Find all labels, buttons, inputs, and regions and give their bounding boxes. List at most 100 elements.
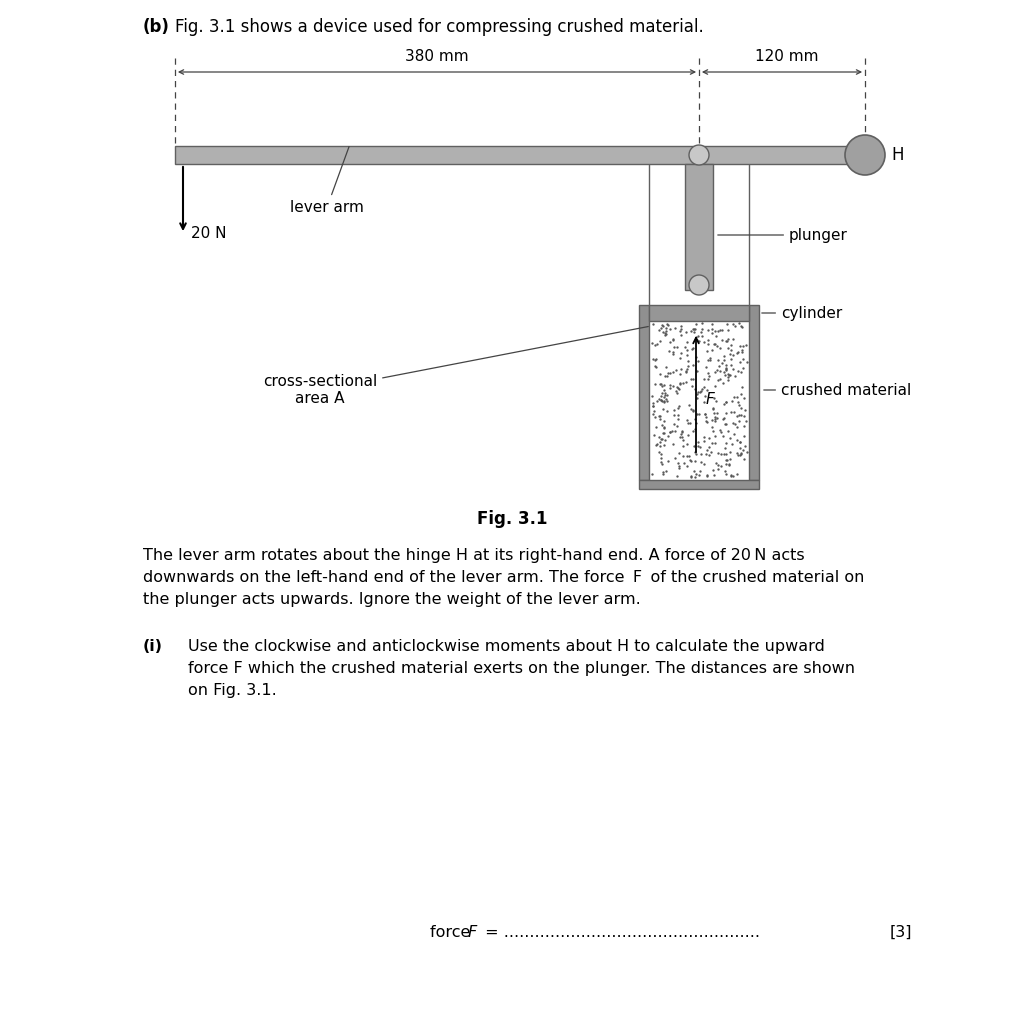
- Point: [686, 438, 702, 454]
- Point: [676, 454, 692, 471]
- Point: [706, 390, 722, 407]
- Point: [699, 371, 716, 387]
- Point: [718, 362, 734, 378]
- Point: [651, 376, 668, 392]
- Point: [718, 393, 734, 410]
- Point: [647, 409, 664, 425]
- Point: [663, 424, 679, 440]
- Point: [678, 364, 694, 380]
- Point: [718, 361, 734, 377]
- Point: [731, 338, 748, 355]
- Point: [698, 441, 715, 458]
- Point: [647, 336, 664, 353]
- Point: [662, 343, 678, 360]
- Point: [718, 333, 734, 350]
- Point: [696, 334, 713, 351]
- Point: [731, 407, 748, 423]
- Point: [675, 375, 691, 391]
- Point: [696, 429, 713, 445]
- Text: F: F: [706, 391, 715, 407]
- Point: [722, 430, 738, 446]
- Point: [652, 431, 669, 447]
- Point: [723, 404, 739, 420]
- Text: the plunger acts upwards. Ignore the weight of the lever arm.: the plunger acts upwards. Ignore the wei…: [143, 592, 641, 607]
- Point: [710, 461, 726, 477]
- Point: [729, 363, 745, 379]
- Point: [728, 466, 744, 482]
- Point: [679, 435, 695, 451]
- Point: [710, 444, 726, 461]
- Point: [657, 463, 674, 479]
- Point: [658, 316, 675, 332]
- Point: [655, 381, 672, 397]
- Text: downwards on the left-hand end of the lever arm. The force  F  of the crushed ma: downwards on the left-hand end of the le…: [143, 570, 864, 585]
- Point: [735, 451, 752, 468]
- Point: [731, 440, 748, 457]
- Point: [681, 448, 697, 465]
- Point: [703, 316, 720, 332]
- Point: [652, 332, 669, 348]
- Bar: [649, 305, 749, 321]
- Point: [685, 357, 701, 373]
- Point: [673, 362, 689, 378]
- Point: [719, 451, 735, 468]
- Text: Fig. 3.1 shows a device used for compressing crushed material.: Fig. 3.1 shows a device used for compres…: [175, 18, 703, 36]
- Text: crushed material: crushed material: [764, 382, 911, 397]
- Point: [726, 404, 742, 420]
- Point: [736, 428, 753, 444]
- Point: [721, 457, 737, 473]
- Point: [662, 379, 678, 395]
- Point: [645, 316, 662, 332]
- Point: [645, 351, 662, 367]
- Point: [654, 431, 671, 447]
- Point: [731, 413, 748, 429]
- Point: [694, 381, 711, 397]
- Point: [673, 327, 689, 343]
- Circle shape: [689, 145, 709, 165]
- Point: [700, 430, 717, 446]
- Point: [659, 317, 676, 333]
- Point: [731, 396, 748, 413]
- Point: [688, 385, 705, 401]
- Point: [719, 333, 735, 350]
- Point: [716, 364, 732, 380]
- Point: [715, 321, 731, 337]
- Point: [654, 317, 671, 333]
- Point: [729, 419, 745, 435]
- Point: [697, 359, 714, 375]
- Point: [733, 400, 750, 417]
- Point: [666, 416, 682, 432]
- Point: [721, 367, 737, 383]
- Point: [721, 455, 737, 472]
- Point: [720, 322, 736, 338]
- Point: [717, 416, 733, 432]
- Point: [705, 422, 721, 438]
- Point: [647, 352, 664, 368]
- Point: [651, 322, 668, 338]
- Point: [703, 419, 720, 435]
- Point: [668, 382, 684, 398]
- Point: [658, 391, 675, 408]
- Point: [717, 440, 733, 457]
- Point: [723, 358, 739, 374]
- Point: [732, 434, 749, 450]
- Point: [657, 368, 674, 384]
- Point: [679, 448, 695, 465]
- Point: [738, 413, 755, 429]
- Point: [735, 338, 752, 355]
- Text: [3]: [3]: [890, 925, 912, 940]
- Point: [726, 425, 742, 441]
- Text: H: H: [891, 146, 903, 164]
- Point: [698, 342, 715, 359]
- Point: [716, 411, 732, 427]
- Point: [652, 411, 669, 427]
- Point: [683, 323, 699, 339]
- Point: [703, 443, 720, 460]
- Point: [698, 414, 715, 430]
- Point: [707, 406, 723, 422]
- Point: [654, 393, 671, 410]
- Point: [657, 360, 674, 376]
- Point: [697, 409, 714, 425]
- Point: [710, 372, 726, 388]
- Point: [708, 413, 724, 429]
